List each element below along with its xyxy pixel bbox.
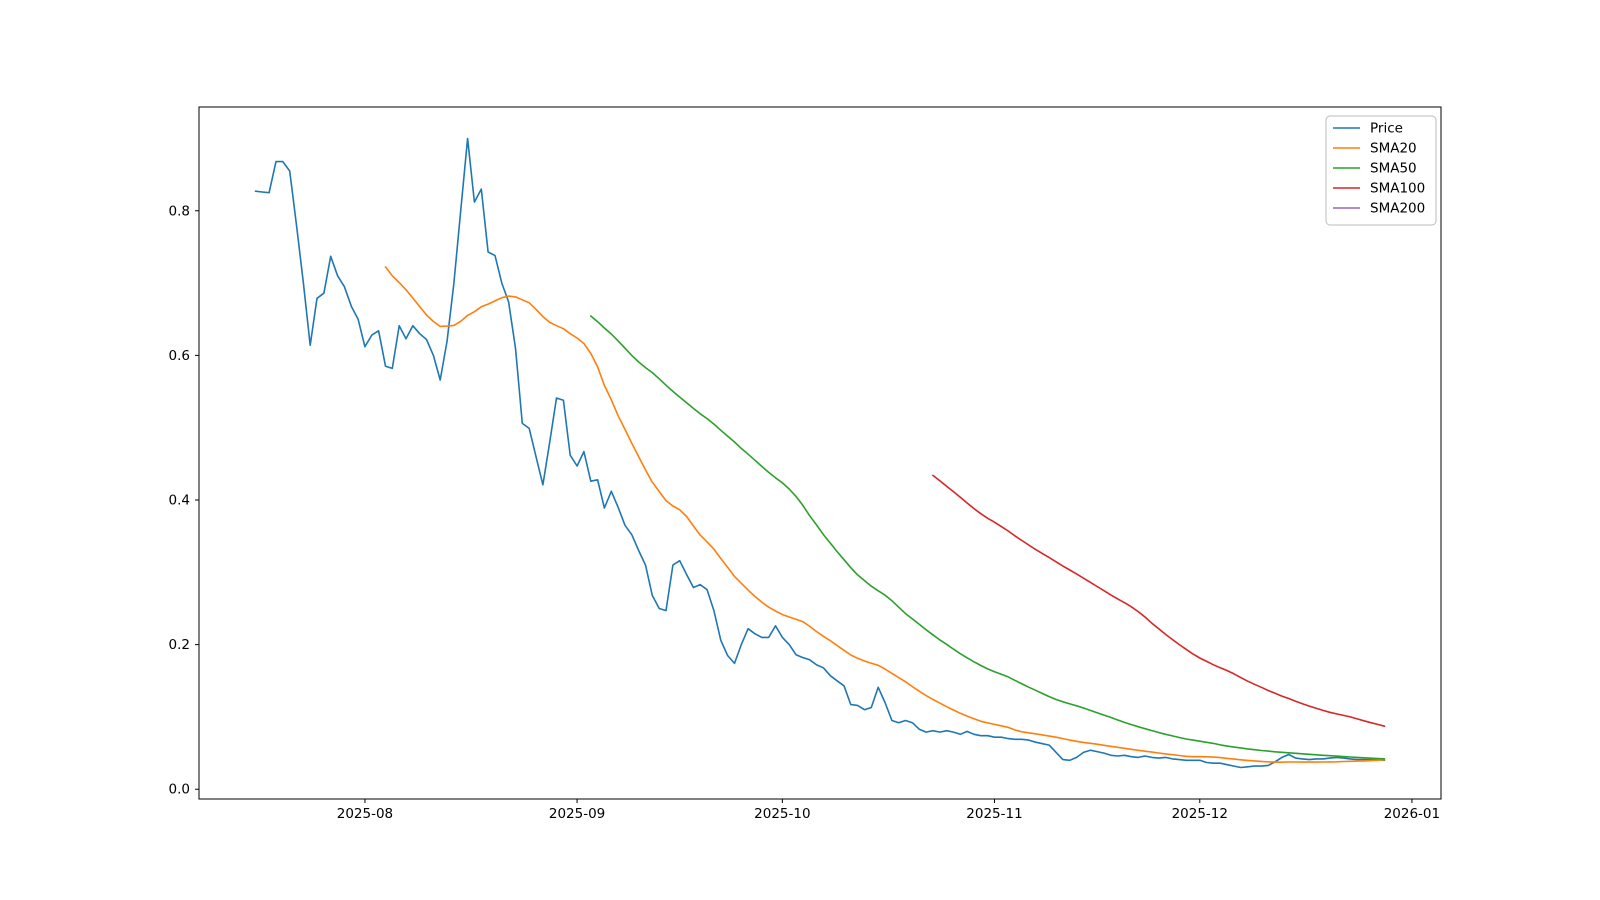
x-tick-label: 2025-12	[1172, 806, 1228, 822]
plot-frame	[198, 106, 1442, 800]
x-tick-label: 2025-10	[754, 806, 810, 822]
series-line-price	[254, 137, 1386, 769]
x-tick-label: 2025-09	[549, 806, 605, 822]
series-line-sma100	[932, 474, 1386, 728]
y-tick-label: 0.4	[169, 493, 190, 509]
legend: Price SMA20 SMA50 SMA100 SMA200	[1325, 115, 1437, 226]
series-lines	[254, 137, 1386, 769]
y-tick-label: 0.2	[169, 637, 190, 653]
series-line-sma50	[589, 315, 1386, 760]
y-axis-ticks: 0.0 0.2 0.4 0.6 0.8	[169, 203, 199, 798]
x-tick-label: 2025-11	[966, 806, 1022, 822]
y-tick-label: 0.8	[169, 203, 190, 219]
legend-label-sma200: SMA200	[1370, 201, 1425, 217]
legend-label-price: Price	[1370, 121, 1403, 137]
series-line-sma20	[384, 266, 1386, 764]
x-tick-label: 2025-08	[337, 806, 393, 822]
legend-box	[1325, 115, 1437, 226]
legend-label-sma20: SMA20	[1370, 141, 1417, 157]
legend-label-sma100: SMA100	[1370, 181, 1425, 197]
x-axis-ticks: 2025-08 2025-09 2025-10 2025-11 2025-12 2026-…	[337, 799, 1440, 822]
y-tick-label: 0.6	[169, 348, 190, 364]
x-tick-label: 2026-01	[1384, 806, 1440, 822]
y-tick-label: 0.0	[169, 782, 190, 798]
legend-label-sma50: SMA50	[1370, 161, 1417, 177]
